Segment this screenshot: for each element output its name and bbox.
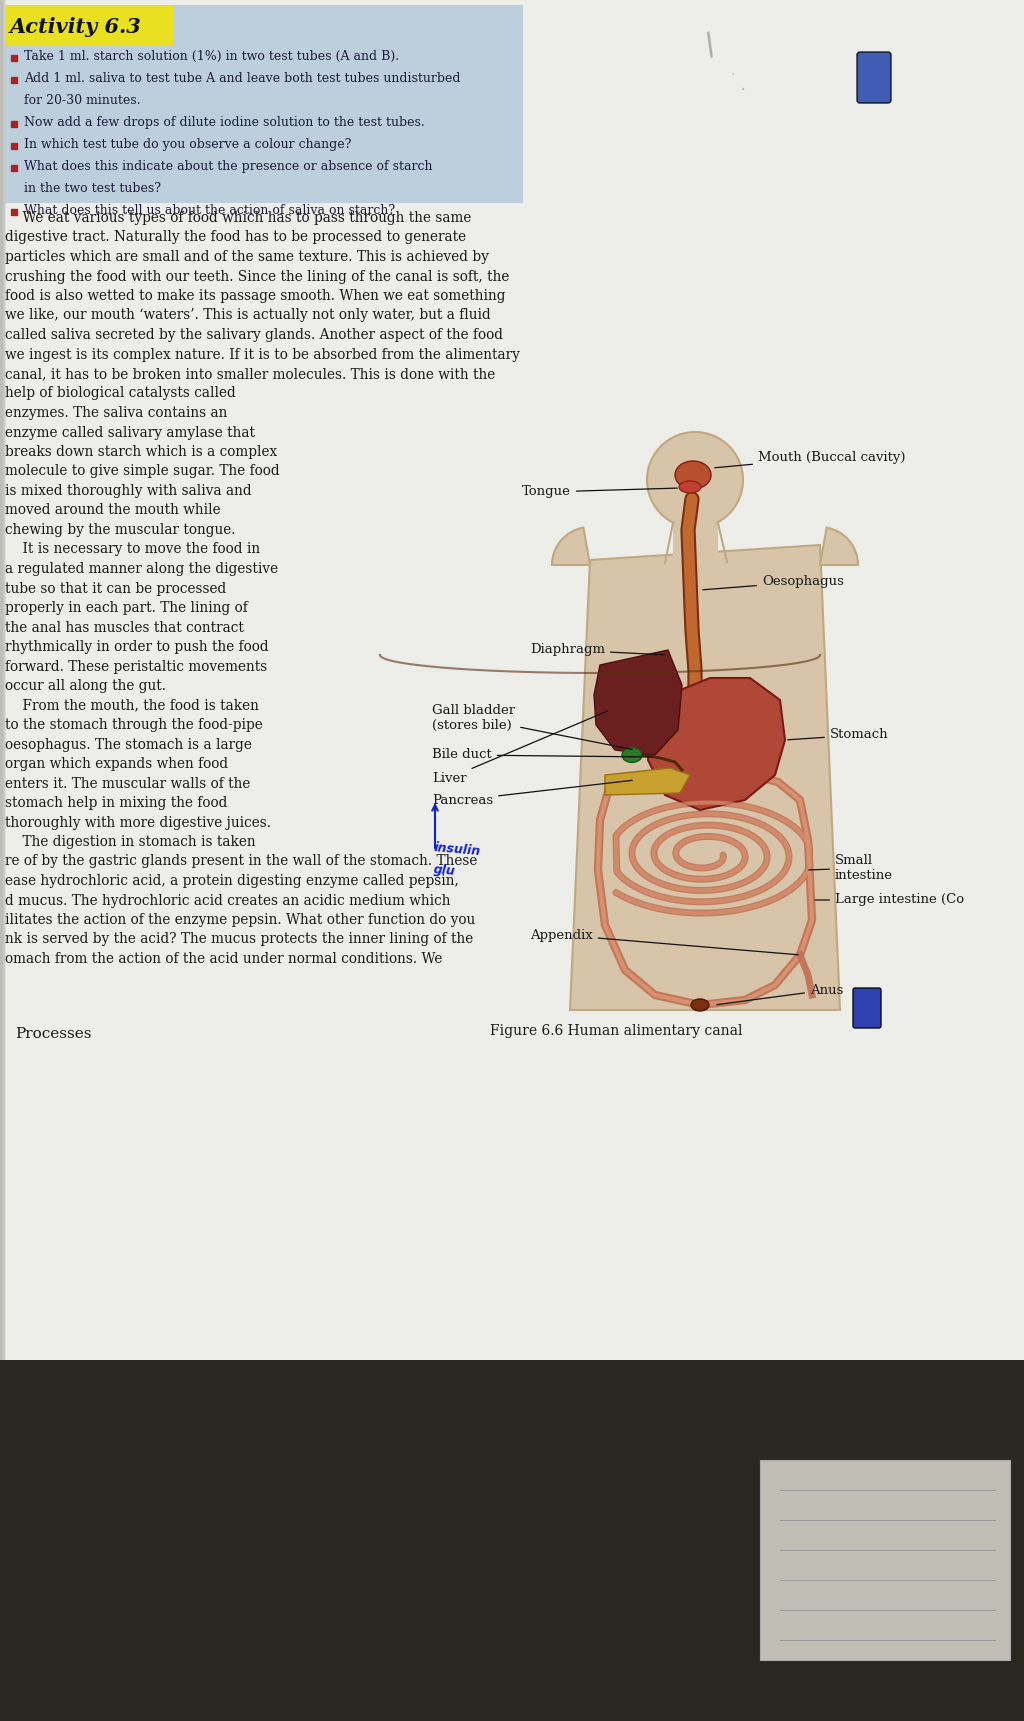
Text: Take 1 ml. starch solution (1%) in two test tubes (A and B).: Take 1 ml. starch solution (1%) in two t…	[24, 50, 399, 64]
Polygon shape	[570, 546, 840, 1010]
Ellipse shape	[691, 998, 709, 1010]
Text: From the mouth, the food is taken: From the mouth, the food is taken	[5, 699, 259, 712]
FancyBboxPatch shape	[853, 988, 881, 1027]
Wedge shape	[820, 528, 858, 564]
Text: in the two test tubes?: in the two test tubes?	[24, 182, 161, 194]
Text: Diaphragm: Diaphragm	[530, 644, 666, 656]
Text: a regulated manner along the digestive: a regulated manner along the digestive	[5, 563, 279, 577]
Text: we ingest is its complex nature. If it is to be absorbed from the alimentary: we ingest is its complex nature. If it i…	[5, 348, 520, 361]
Text: In which test tube do you observe a colour change?: In which test tube do you observe a colo…	[24, 138, 351, 151]
Text: Large intestine (Co: Large intestine (Co	[815, 893, 965, 907]
Bar	[0, 0, 1024, 1360]
Bar	[0, 0, 3, 1360]
Text: occur all along the gut.: occur all along the gut.	[5, 680, 166, 694]
Text: digestive tract. Naturally the food has to be processed to generate: digestive tract. Naturally the food has …	[5, 231, 466, 244]
Ellipse shape	[622, 747, 642, 762]
Text: enters it. The muscular walls of the: enters it. The muscular walls of the	[5, 776, 251, 790]
Text: crushing the food with our teeth. Since the lining of the canal is soft, the: crushing the food with our teeth. Since …	[5, 270, 509, 284]
Polygon shape	[594, 651, 682, 756]
Text: Liver: Liver	[432, 711, 607, 785]
Text: stomach help in mixing the food: stomach help in mixing the food	[5, 797, 227, 811]
Text: What does this tell us about the action of saliva on starch?: What does this tell us about the action …	[24, 205, 395, 217]
Text: insulin: insulin	[433, 842, 481, 859]
Text: thoroughly with more digestive juices.: thoroughly with more digestive juices.	[5, 816, 271, 830]
Text: breaks down starch which is a complex: breaks down starch which is a complex	[5, 446, 278, 460]
Bar	[0, 0, 6, 1360]
Text: enzyme called salivary amylase that: enzyme called salivary amylase that	[5, 425, 255, 439]
Circle shape	[647, 432, 743, 528]
Bar	[0, 0, 4, 1360]
Text: canal, it has to be broken into smaller molecules. This is done with the: canal, it has to be broken into smaller …	[5, 367, 496, 380]
Text: nk is served by the acid? The mucus protects the inner lining of the: nk is served by the acid? The mucus prot…	[5, 933, 473, 947]
Bar	[0, 0, 3, 1360]
Text: Pancreas: Pancreas	[432, 780, 632, 807]
Text: Add 1 ml. saliva to test tube A and leave both test tubes undisturbed: Add 1 ml. saliva to test tube A and leav…	[24, 72, 461, 84]
Bar	[0, 0, 4, 1360]
Text: molecule to give simple sugar. The food: molecule to give simple sugar. The food	[5, 465, 280, 478]
Text: glu: glu	[433, 864, 456, 878]
Text: for 20-30 minutes.: for 20-30 minutes.	[24, 95, 140, 107]
Text: ilitates the action of the enzyme pepsin. What other function do you: ilitates the action of the enzyme pepsin…	[5, 914, 475, 928]
Text: .: .	[740, 76, 746, 95]
Bar	[5, 5, 523, 203]
Wedge shape	[552, 528, 590, 564]
Bar	[0, 1360, 1024, 1721]
Bar	[0, 0, 2, 1360]
Text: Mouth (Buccal cavity): Mouth (Buccal cavity)	[715, 451, 905, 468]
Text: particles which are small and of the same texture. This is achieved by: particles which are small and of the sam…	[5, 250, 488, 263]
Text: enzymes. The saliva contains an: enzymes. The saliva contains an	[5, 406, 227, 420]
Text: Small
intestine: Small intestine	[809, 854, 893, 881]
Polygon shape	[605, 768, 690, 795]
Text: is mixed thoroughly with saliva and: is mixed thoroughly with saliva and	[5, 484, 252, 497]
Text: moved around the mouth while: moved around the mouth while	[5, 504, 220, 518]
Text: re of by the gastric glands present in the wall of the stomach. These: re of by the gastric glands present in t…	[5, 855, 477, 869]
Text: Figure 6.6 Human alimentary canal: Figure 6.6 Human alimentary canal	[490, 1024, 742, 1038]
Text: Bile duct: Bile duct	[432, 749, 652, 761]
Text: We eat various types of food which has to pass through the same: We eat various types of food which has t…	[5, 212, 471, 225]
Text: tube so that it can be processed: tube so that it can be processed	[5, 582, 226, 595]
Bar	[0, 0, 5, 1360]
Text: Processes: Processes	[15, 1026, 91, 1041]
Text: to the stomach through the food-pipe: to the stomach through the food-pipe	[5, 718, 263, 731]
Text: forward. These peristaltic movements: forward. These peristaltic movements	[5, 659, 267, 673]
Text: properly in each part. The lining of: properly in each part. The lining of	[5, 601, 248, 614]
Text: Anus: Anus	[717, 983, 844, 1005]
Text: Activity 6.3: Activity 6.3	[10, 17, 141, 36]
Text: Tongue: Tongue	[522, 485, 677, 499]
Text: called saliva secreted by the salivary glands. Another aspect of the food: called saliva secreted by the salivary g…	[5, 329, 503, 342]
FancyBboxPatch shape	[857, 52, 891, 103]
Bar	[5, 5, 173, 45]
Ellipse shape	[675, 461, 711, 489]
Text: The digestion in stomach is taken: The digestion in stomach is taken	[5, 835, 256, 848]
Bar	[0, 0, 5, 1360]
Text: organ which expands when food: organ which expands when food	[5, 757, 228, 771]
Text: the anal has muscles that contract: the anal has muscles that contract	[5, 621, 244, 635]
Text: food is also wetted to make its passage smooth. When we eat something: food is also wetted to make its passage …	[5, 289, 506, 303]
Polygon shape	[648, 678, 785, 811]
Bar	[673, 523, 718, 563]
Text: Oesophagus: Oesophagus	[702, 575, 844, 590]
Text: .: .	[730, 64, 734, 77]
Text: help of biological catalysts called: help of biological catalysts called	[5, 387, 236, 401]
Text: d mucus. The hydrochloric acid creates an acidic medium which: d mucus. The hydrochloric acid creates a…	[5, 893, 451, 907]
Text: Now add a few drops of dilute iodine solution to the test tubes.: Now add a few drops of dilute iodine sol…	[24, 115, 425, 129]
Text: Gall bladder
(stores bile): Gall bladder (stores bile)	[432, 704, 632, 749]
Text: omach from the action of the acid under normal conditions. We: omach from the action of the acid under …	[5, 952, 442, 965]
Text: It is necessary to move the food in: It is necessary to move the food in	[5, 542, 260, 556]
Text: we like, our mouth ‘waters’. This is actually not only water, but a fluid: we like, our mouth ‘waters’. This is act…	[5, 308, 490, 322]
Bar	[760, 1459, 1010, 1661]
Text: ease hydrochloric acid, a protein digesting enzyme called pepsin,: ease hydrochloric acid, a protein digest…	[5, 874, 459, 888]
Ellipse shape	[679, 480, 701, 492]
Text: Stomach: Stomach	[787, 728, 889, 742]
Text: What does this indicate about the presence or absence of starch: What does this indicate about the presen…	[24, 160, 432, 174]
Text: oesophagus. The stomach is a large: oesophagus. The stomach is a large	[5, 738, 252, 752]
Text: chewing by the muscular tongue.: chewing by the muscular tongue.	[5, 523, 236, 537]
Text: rhythmically in order to push the food: rhythmically in order to push the food	[5, 640, 268, 654]
Text: /: /	[700, 31, 722, 60]
Text: Appendix: Appendix	[530, 929, 799, 955]
